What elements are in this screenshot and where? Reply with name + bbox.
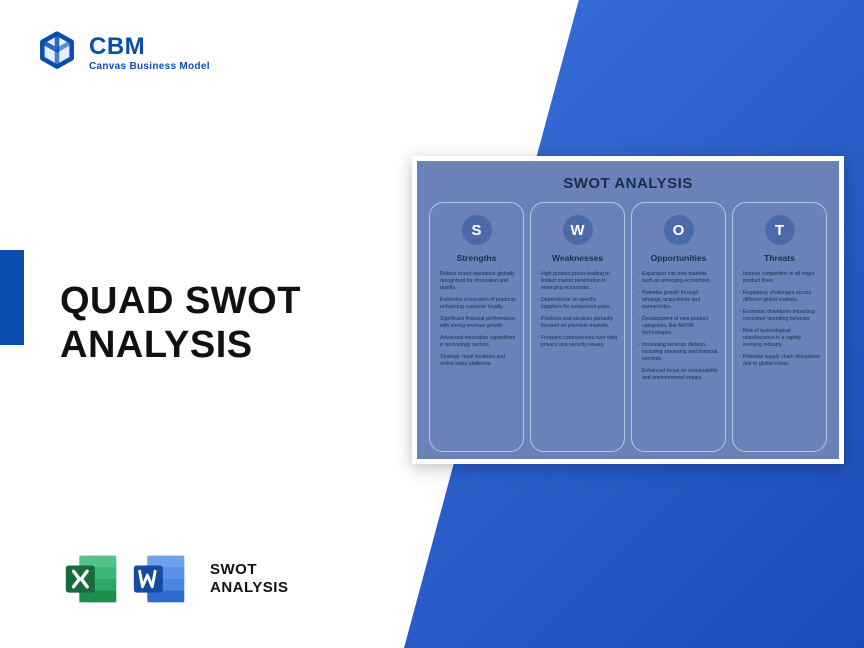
swot-letter: O bbox=[664, 215, 694, 245]
swot-item: Strategic retail locations and online sa… bbox=[436, 354, 517, 368]
swot-column-t: T Threats Intense competition in all major… bbox=[732, 202, 827, 452]
swot-item: Robust brand reputation globally recogni… bbox=[436, 271, 517, 292]
brand-title: CBM bbox=[89, 33, 210, 61]
page-title-line2: ANALYSIS bbox=[60, 324, 301, 368]
swot-items: Robust brand reputation globally recogni… bbox=[436, 271, 517, 373]
swot-items: Expansion into new markets such as emerg… bbox=[638, 271, 719, 387]
swot-item: Increasing services division, including … bbox=[638, 342, 719, 363]
accent-bar bbox=[0, 250, 24, 345]
swot-label: Weaknesses bbox=[552, 253, 603, 263]
swot-item: Dependence on specific suppliers for com… bbox=[537, 297, 618, 311]
swot-item: Risk of technological obsolescence in a … bbox=[739, 328, 820, 349]
footer-icons-block: SWOT ANALYSIS bbox=[60, 548, 288, 610]
swot-item: High product prices leading to limited m… bbox=[537, 271, 618, 292]
swot-column-s: S Strengths Robust brand reputation global… bbox=[429, 202, 524, 452]
swot-item: Expansion into new markets such as emerg… bbox=[638, 271, 719, 285]
swot-letter: S bbox=[462, 215, 492, 245]
footer-label-line1: SWOT bbox=[210, 561, 288, 579]
swot-item: Frequent controversies over data privacy… bbox=[537, 335, 618, 349]
brand-logo-icon bbox=[35, 30, 79, 74]
swot-label: Opportunities bbox=[651, 253, 707, 263]
word-icon bbox=[128, 548, 190, 610]
swot-label: Strengths bbox=[457, 253, 497, 263]
page-title: QUAD SWOT ANALYSIS bbox=[60, 280, 301, 367]
swot-letter: T bbox=[765, 215, 795, 245]
swot-item: Intense competition in all major product… bbox=[739, 271, 820, 285]
swot-item: Extensive ecosystem of products enhancin… bbox=[436, 297, 517, 311]
swot-item: Enhanced focus on sustainability and env… bbox=[638, 368, 719, 382]
swot-label: Threats bbox=[764, 253, 795, 263]
swot-column-w: W Weaknesses High product prices leading t… bbox=[530, 202, 625, 452]
swot-card-title: SWOT ANALYSIS bbox=[429, 175, 827, 192]
page-title-line1: QUAD SWOT bbox=[60, 280, 301, 324]
swot-item: Regulatory challenges across different g… bbox=[739, 290, 820, 304]
swot-item: Economic downturns impacting consumer sp… bbox=[739, 309, 820, 323]
swot-item: Advanced innovation capabilities in tech… bbox=[436, 335, 517, 349]
swot-item: Potential supply chain disruptions due t… bbox=[739, 354, 820, 368]
swot-column-o: O Opportunities Expansion into new markets… bbox=[631, 202, 726, 452]
swot-item: Development of new product categories, l… bbox=[638, 316, 719, 337]
swot-item: Potential growth through strategic acqui… bbox=[638, 290, 719, 311]
excel-icon bbox=[60, 548, 122, 610]
footer-label: SWOT ANALYSIS bbox=[210, 561, 288, 597]
swot-grid: S Strengths Robust brand reputation global… bbox=[429, 202, 827, 452]
swot-item: Products and services primarily focused … bbox=[537, 316, 618, 330]
footer-label-line2: ANALYSIS bbox=[210, 579, 288, 597]
brand-logo-block: CBM Canvas Business Model bbox=[35, 30, 210, 74]
brand-subtitle: Canvas Business Model bbox=[89, 61, 210, 72]
swot-letter: W bbox=[563, 215, 593, 245]
swot-items: Intense competition in all major product… bbox=[739, 271, 820, 373]
swot-items: High product prices leading to limited m… bbox=[537, 271, 618, 354]
swot-preview-card: SWOT ANALYSIS S Strengths Robust brand rep… bbox=[412, 156, 844, 464]
swot-item: Significant financial performance with s… bbox=[436, 316, 517, 330]
